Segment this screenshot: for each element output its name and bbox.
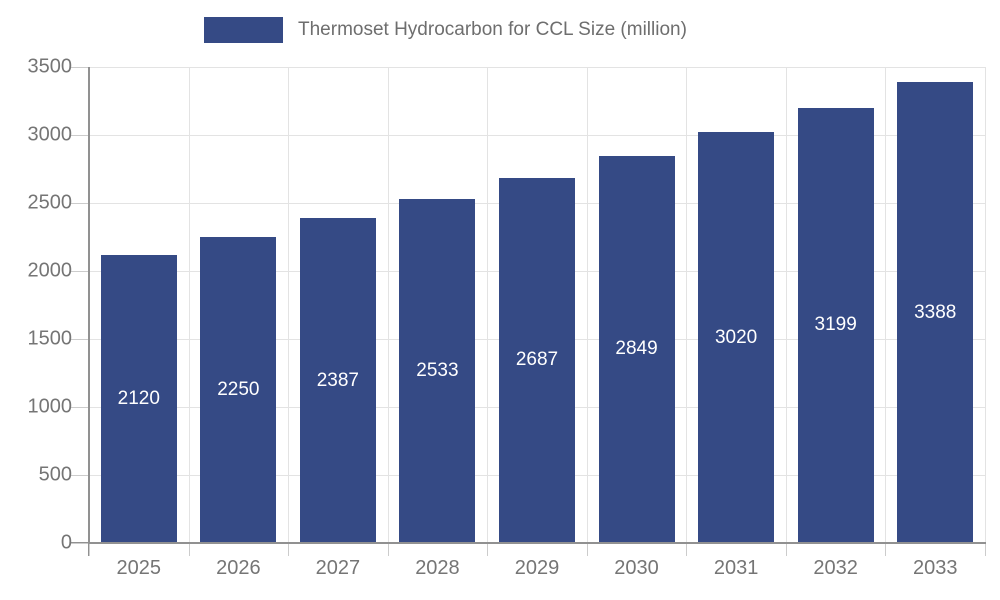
x-tick-label: 2026: [216, 557, 261, 579]
x-tick-mark: [586, 544, 588, 556]
y-tick-mark: [70, 407, 88, 408]
gridline-vertical: [785, 67, 787, 543]
x-tick-mark: [89, 544, 90, 556]
gridline-vertical: [586, 67, 588, 543]
bar-value-label: 3020: [714, 326, 758, 348]
gridline-vertical: [487, 67, 489, 543]
gridline-vertical: [885, 67, 887, 543]
y-tick-mark: [70, 271, 88, 272]
y-tick-mark: [70, 475, 88, 476]
bar: [399, 198, 476, 543]
y-tick-label: 1000: [27, 395, 73, 418]
legend-swatch: [204, 17, 283, 43]
y-axis-line: [88, 67, 90, 556]
x-tick-mark: [686, 544, 688, 556]
y-tick-label: 2000: [27, 259, 73, 282]
x-axis-line: [70, 542, 986, 544]
y-tick-mark: [70, 135, 88, 136]
y-tick-mark: [70, 339, 88, 340]
x-tick-label: 2029: [514, 557, 560, 579]
bar: [499, 177, 575, 543]
legend-label: Thermoset Hydrocarbon for CCL Size (mill…: [298, 19, 687, 40]
y-tick-label: 0: [60, 531, 72, 554]
legend: Thermoset Hydrocarbon for CCL Size (mill…: [204, 17, 687, 43]
bar: [299, 218, 376, 543]
x-tick-mark: [188, 544, 190, 556]
bar-value-label: 2250: [217, 379, 260, 400]
y-tick-label: 500: [38, 463, 72, 486]
bar: [200, 237, 277, 543]
gridline-horizontal: [89, 135, 985, 136]
x-tick-label: 2025: [116, 557, 162, 579]
bar: [698, 132, 775, 543]
x-tick-label: 2033: [912, 557, 958, 579]
bar: [797, 107, 874, 543]
y-tick-label: 1500: [27, 327, 73, 350]
x-tick-mark: [387, 544, 389, 556]
x-tick-mark: [288, 544, 290, 556]
gridline-vertical: [985, 67, 986, 543]
plot-area: 2120 2250 2387 2533 2687 2849 3020 3199 3388: [89, 67, 986, 543]
y-tick-mark: [70, 543, 88, 544]
bar-value-label: 3388: [914, 301, 957, 323]
x-tick-label: 2027: [315, 557, 361, 579]
y-tick-label: 3000: [27, 123, 73, 146]
x-tick-mark: [785, 544, 787, 556]
x-tick-label: 2030: [614, 557, 659, 579]
bar-value-label: 2687: [515, 349, 559, 371]
gridline-vertical: [288, 67, 290, 543]
x-tick-label: 2028: [415, 557, 460, 579]
y-tick-label: 3500: [27, 55, 73, 78]
x-tick-mark: [985, 544, 986, 556]
bar-value-label: 2387: [316, 369, 360, 391]
bar: [100, 254, 177, 543]
bar: [598, 155, 675, 543]
y-tick-label: 2500: [27, 191, 73, 214]
x-tick-mark: [487, 544, 489, 556]
bar-value-label: 2533: [416, 359, 459, 381]
bar-value-label: 3199: [814, 314, 857, 336]
bar-value-label: 2849: [615, 338, 658, 360]
gridline-horizontal: [89, 67, 985, 68]
x-tick-label: 2032: [813, 557, 858, 579]
gridline-vertical: [686, 67, 688, 543]
y-tick-mark: [70, 67, 88, 68]
x-tick-label: 2031: [713, 557, 759, 579]
bar-value-label: 2120: [117, 387, 160, 409]
gridline-vertical: [387, 67, 389, 543]
y-tick-mark: [70, 203, 88, 204]
x-tick-mark: [885, 544, 887, 556]
bar: [897, 82, 974, 543]
gridline-vertical: [188, 67, 190, 543]
